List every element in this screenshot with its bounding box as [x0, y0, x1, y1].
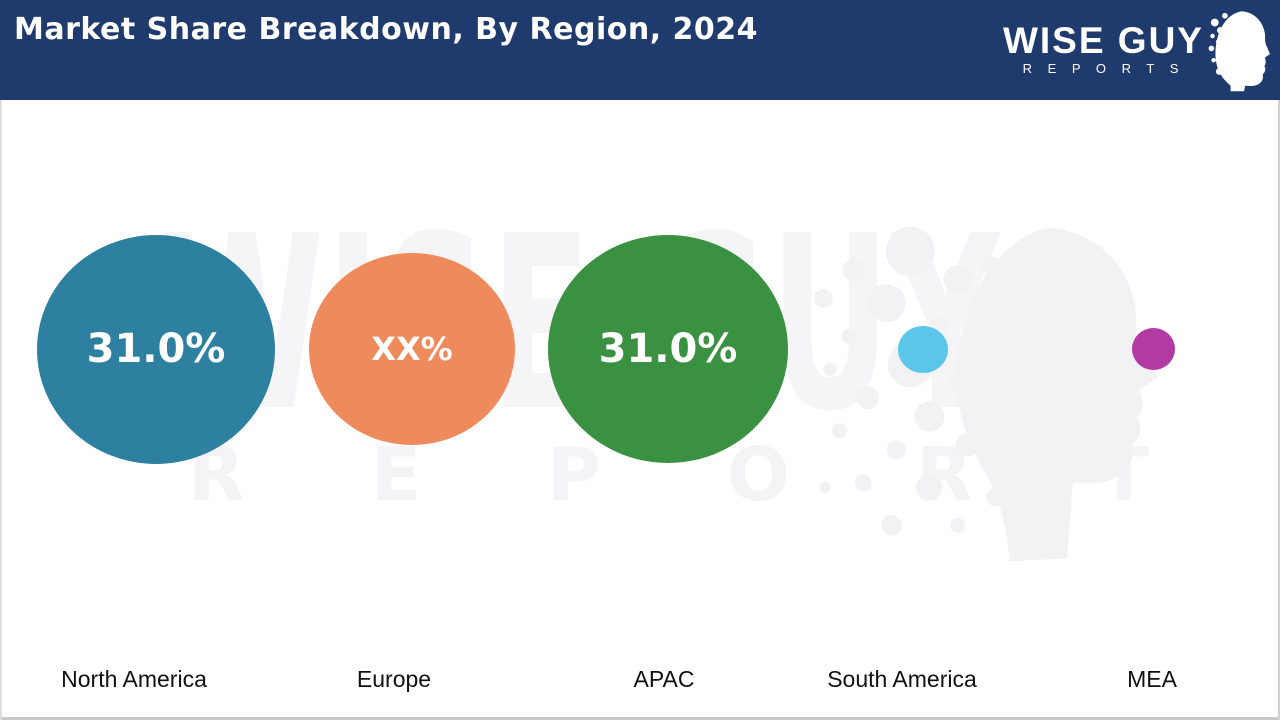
bubble-apac: 31.0% [548, 235, 788, 463]
category-label-mea: MEA [1127, 666, 1177, 692]
logo-subtitle: R E P O R T S [1022, 61, 1185, 77]
bubble-europe: XX% [309, 253, 515, 445]
wise-guy-logo: WISE GUY R E P O R T S [1003, 6, 1270, 92]
category-label-south-america: South America [827, 666, 977, 692]
logo-wordmark: WISE GUY [1002, 19, 1204, 61]
category-label-north-america: North America [61, 666, 207, 692]
logo-text: WISE GUY R E P O R T S [1002, 19, 1204, 77]
bubble-value-label: 31.0% [598, 326, 738, 372]
category-label-apac: APAC [633, 666, 695, 692]
chart-area: WISE GUY R E P O R T S [0, 100, 1280, 720]
bubble-value-label: XX% [371, 330, 453, 368]
head-profile-icon [1208, 11, 1270, 92]
bottom-divider [2, 717, 1278, 720]
category-label-europe: Europe [356, 666, 432, 692]
bubble-layer: 31.0% XX% 31.0% [2, 100, 1278, 720]
header-bar: Market Share Breakdown, By Region, 2024 … [0, 0, 1280, 100]
bubble-north-america: 31.0% [37, 234, 275, 464]
bubble-value-label: 31.0% [86, 326, 226, 372]
category-label-row: North America Europe APAC South America MEA [2, 100, 1278, 720]
page-title: Market Share Breakdown, By Region, 2024 [14, 12, 759, 47]
